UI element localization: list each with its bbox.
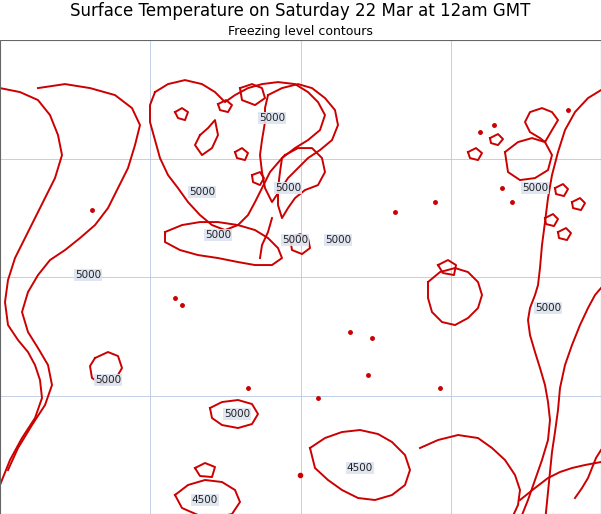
Text: 5000: 5000	[75, 270, 101, 280]
Text: 5000: 5000	[95, 375, 121, 385]
Text: 5000: 5000	[224, 409, 250, 419]
Text: 5000: 5000	[259, 113, 285, 123]
Text: Surface Temperature on Saturday 22 Mar at 12am GMT: Surface Temperature on Saturday 22 Mar a…	[70, 2, 531, 20]
Text: 4500: 4500	[347, 463, 373, 473]
Text: Freezing level contours: Freezing level contours	[228, 25, 373, 38]
Text: 5000: 5000	[535, 303, 561, 313]
Text: 5000: 5000	[189, 187, 215, 197]
Text: 5000: 5000	[522, 183, 548, 193]
Text: 4500: 4500	[192, 495, 218, 505]
Text: 5000: 5000	[325, 235, 351, 245]
Text: 5000: 5000	[275, 183, 301, 193]
Text: 5000: 5000	[282, 235, 308, 245]
Text: 5000: 5000	[205, 230, 231, 240]
